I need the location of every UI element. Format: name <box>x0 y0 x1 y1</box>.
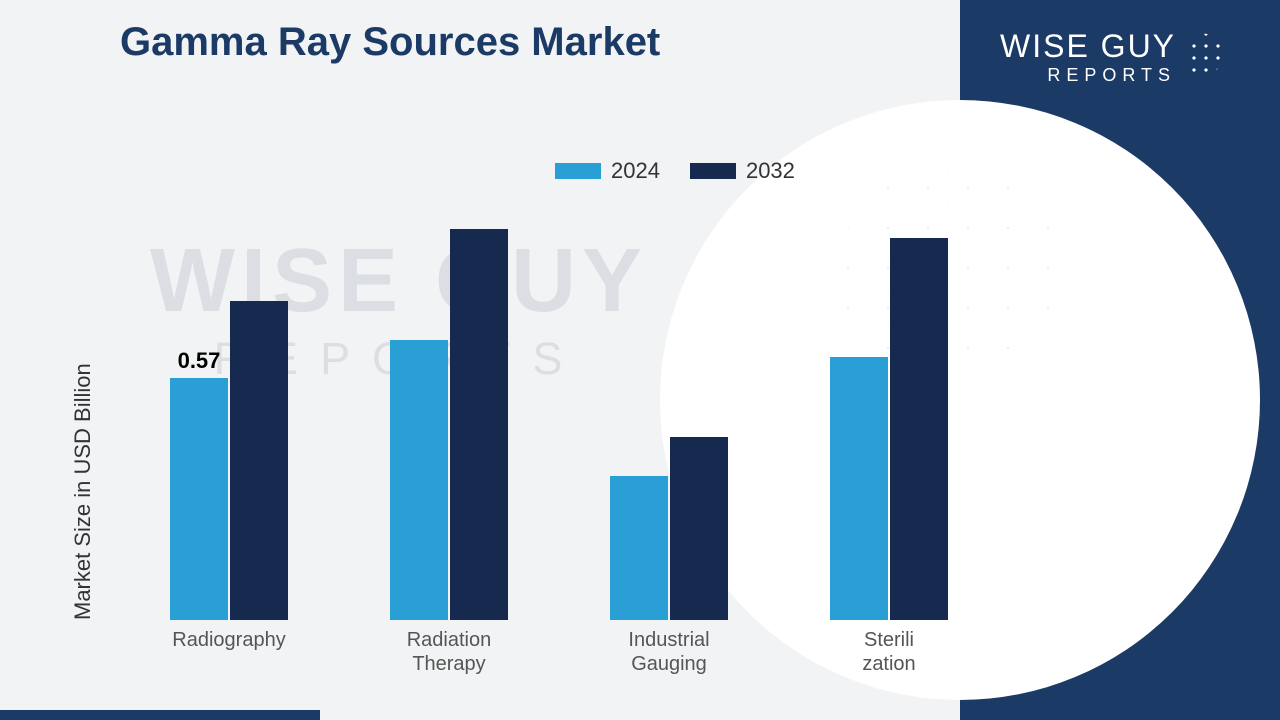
bar <box>830 357 888 621</box>
bar <box>170 378 228 620</box>
bar-value-label: 0.57 <box>155 348 243 374</box>
bar <box>450 229 508 620</box>
brand-head-icon <box>1176 28 1226 88</box>
legend-item: 2024 <box>555 158 660 184</box>
chart-stage: WISE GUYREPORTSGamma Ray Sources MarketW… <box>0 0 1280 720</box>
legend-label: 2032 <box>746 158 795 184</box>
x-axis-label: Radiography <box>130 628 328 652</box>
x-axis-label: IndustrialGauging <box>570 628 768 676</box>
bar <box>890 238 948 621</box>
legend-swatch <box>555 163 601 179</box>
x-axis-label: RadiationTherapy <box>350 628 548 676</box>
legend-label: 2024 <box>611 158 660 184</box>
bar <box>670 437 728 620</box>
chart-title: Gamma Ray Sources Market <box>120 20 660 65</box>
brand-logo: WISE GUYREPORTS <box>1000 28 1176 86</box>
x-axis-label: Sterilization <box>790 628 988 676</box>
bar <box>390 340 448 621</box>
y-axis-label: Market Size in USD Billion <box>70 363 96 620</box>
plot-area <box>120 195 990 620</box>
legend-item: 2032 <box>690 158 795 184</box>
legend: 2024 2032 <box>555 158 795 184</box>
bar <box>610 476 668 621</box>
footer-strip <box>0 710 320 720</box>
legend-swatch <box>690 163 736 179</box>
